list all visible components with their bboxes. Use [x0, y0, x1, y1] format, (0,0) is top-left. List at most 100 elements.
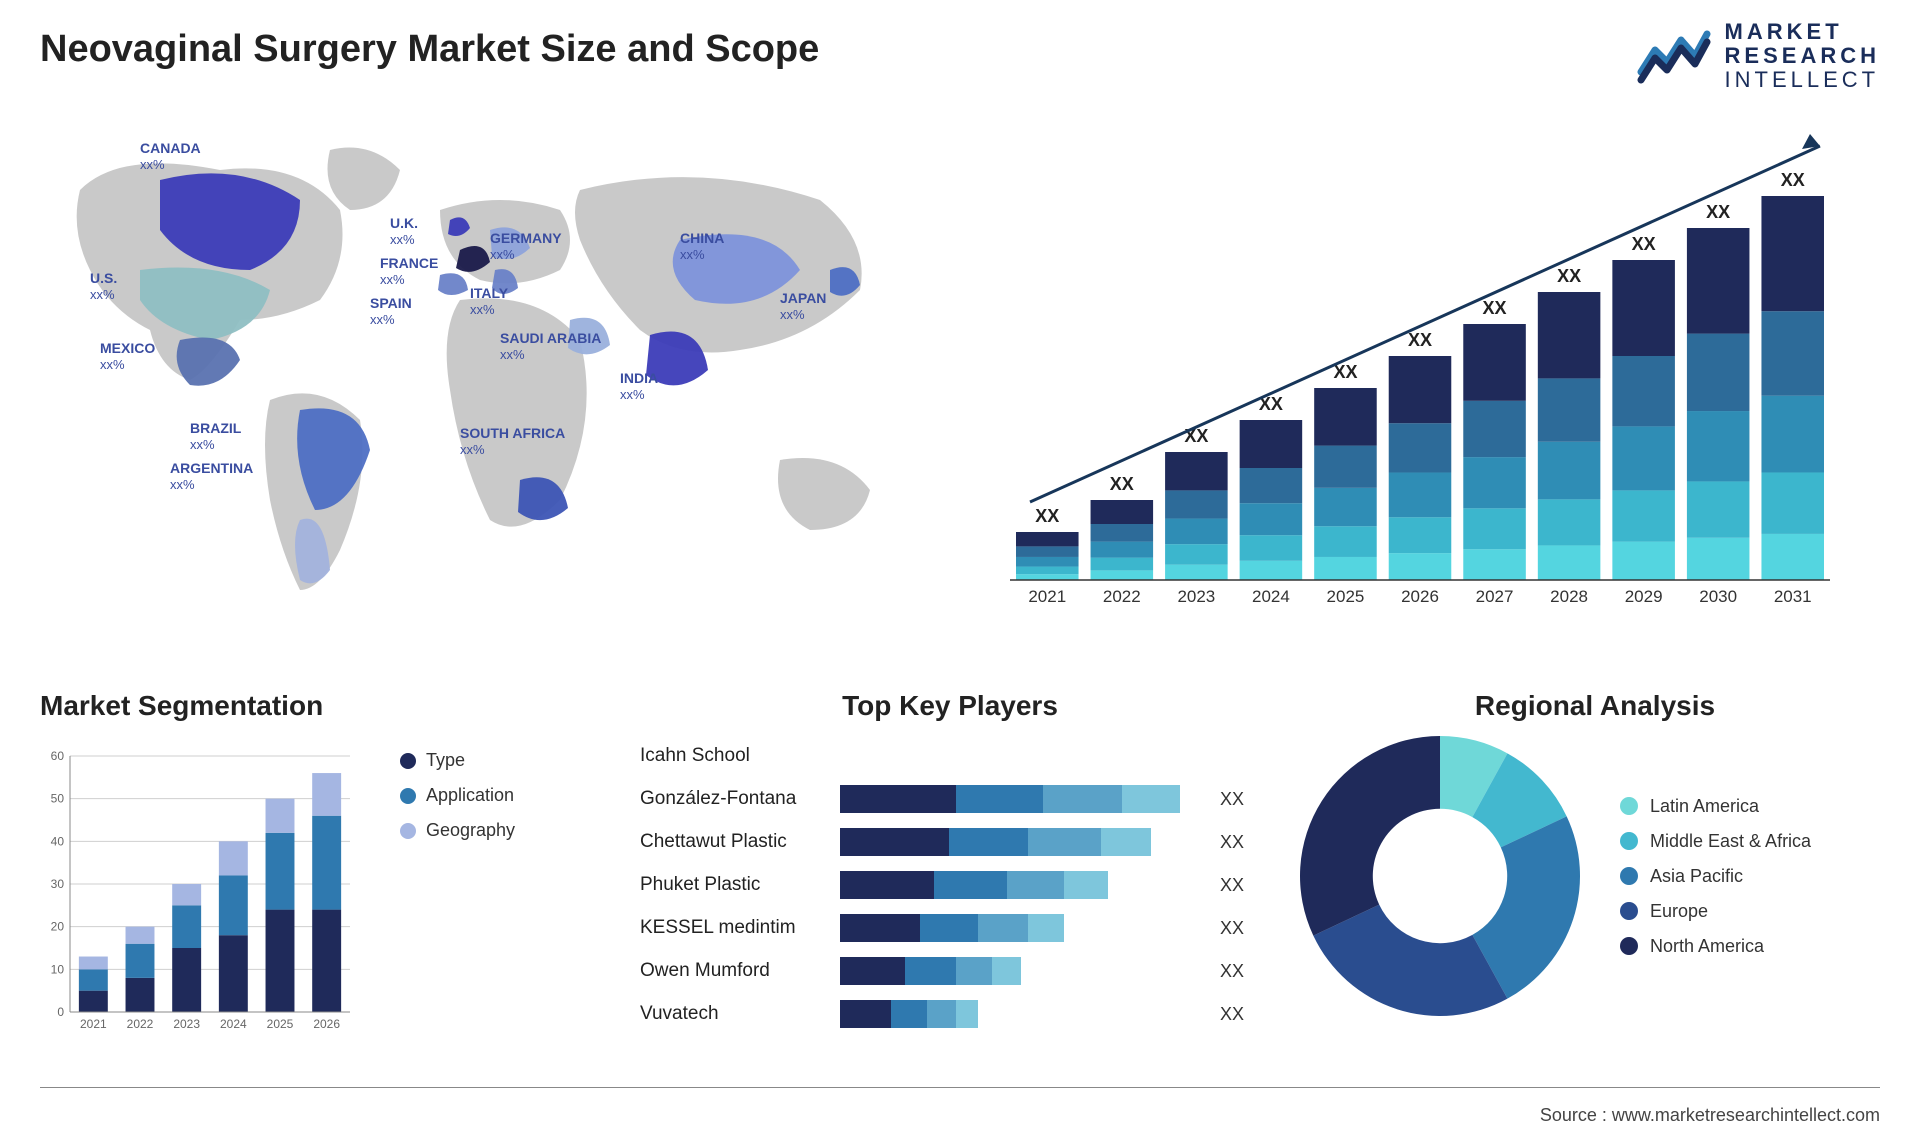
player-bar: [840, 914, 1202, 942]
player-value: XX: [1220, 1004, 1260, 1025]
player-bar-seg: [1028, 828, 1100, 856]
legend-label: North America: [1650, 936, 1764, 957]
svg-text:60: 60: [51, 749, 65, 763]
player-row: Icahn School: [640, 736, 1260, 776]
player-bar: [840, 957, 1202, 985]
map-label-japan: JAPANxx%: [780, 290, 826, 323]
player-bar-seg: [840, 871, 934, 899]
legend-label: Middle East & Africa: [1650, 831, 1811, 852]
map-label-mexico: MEXICOxx%: [100, 340, 155, 373]
legend-dot: [1620, 832, 1638, 850]
legend-label: Application: [426, 785, 514, 806]
player-bar-seg: [840, 828, 949, 856]
growth-bar-chart: 2021XX2022XX2023XX2024XX2025XX2026XX2027…: [990, 130, 1850, 620]
legend-label: Type: [426, 750, 465, 771]
map-label-india: INDIAxx%: [620, 370, 658, 403]
player-label: Vuvatech: [640, 1003, 830, 1025]
seg-legend-item: Type: [400, 750, 515, 771]
segmentation-title: Market Segmentation: [40, 690, 600, 722]
regional-title: Regional Analysis: [1300, 690, 1890, 722]
logo-icon: [1637, 28, 1711, 84]
svg-text:40: 40: [51, 834, 65, 848]
segmentation-legend: Type Application Geography: [400, 736, 515, 1036]
player-row: González-FontanaXX: [640, 779, 1260, 819]
player-bar-seg: [1101, 828, 1152, 856]
svg-text:50: 50: [51, 792, 65, 806]
country-name: ITALY: [470, 285, 508, 301]
svg-text:2022: 2022: [127, 1017, 154, 1031]
regional-analysis-section: Regional Analysis Latin America Middle Ea…: [1300, 690, 1890, 1016]
svg-text:XX: XX: [1035, 506, 1059, 526]
svg-text:2024: 2024: [220, 1017, 247, 1031]
country-name: SPAIN: [370, 295, 412, 311]
svg-text:2022: 2022: [1103, 587, 1141, 606]
country-pct: xx%: [680, 247, 705, 262]
player-label: Chettawut Plastic: [640, 831, 830, 853]
country-pct: xx%: [100, 357, 125, 372]
country-pct: xx%: [170, 477, 195, 492]
player-value: XX: [1220, 875, 1260, 896]
country-name: GERMANY: [490, 230, 562, 246]
regional-legend-item: Asia Pacific: [1620, 866, 1811, 887]
seg-legend-item: Geography: [400, 820, 515, 841]
regional-legend-item: Europe: [1620, 901, 1811, 922]
legend-dot: [400, 753, 416, 769]
map-label-argentina: ARGENTINAxx%: [170, 460, 253, 493]
legend-dot: [400, 823, 416, 839]
legend-dot: [1620, 902, 1638, 920]
player-bar-seg: [956, 785, 1043, 813]
svg-text:2026: 2026: [1401, 587, 1439, 606]
player-bar-seg: [934, 871, 1006, 899]
svg-text:XX: XX: [1632, 234, 1656, 254]
world-map: CANADAxx%U.S.xx%MEXICOxx%BRAZILxx%ARGENT…: [40, 120, 920, 620]
regional-legend-item: Latin America: [1620, 796, 1811, 817]
svg-text:XX: XX: [1706, 202, 1730, 222]
country-pct: xx%: [470, 302, 495, 317]
svg-text:2025: 2025: [267, 1017, 294, 1031]
player-bar: [840, 1000, 1202, 1028]
player-bar-seg: [992, 957, 1021, 985]
country-pct: xx%: [500, 347, 525, 362]
map-label-italy: ITALYxx%: [470, 285, 508, 318]
player-bar-seg: [840, 785, 956, 813]
legend-label: Latin America: [1650, 796, 1759, 817]
player-bar-seg: [1043, 785, 1123, 813]
player-bar-seg: [1028, 914, 1064, 942]
svg-text:2027: 2027: [1476, 587, 1514, 606]
svg-text:2028: 2028: [1550, 587, 1588, 606]
country-name: ARGENTINA: [170, 460, 253, 476]
country-pct: xx%: [370, 312, 395, 327]
svg-text:2025: 2025: [1327, 587, 1365, 606]
player-bar-seg: [920, 914, 978, 942]
player-bar-seg: [840, 914, 920, 942]
country-pct: xx%: [490, 247, 515, 262]
country-pct: xx%: [140, 157, 165, 172]
country-name: U.K.: [390, 215, 418, 231]
regional-legend: Latin America Middle East & Africa Asia Pa…: [1620, 782, 1811, 971]
country-name: INDIA: [620, 370, 658, 386]
svg-text:2021: 2021: [1028, 587, 1066, 606]
country-pct: xx%: [380, 272, 405, 287]
country-pct: xx%: [390, 232, 415, 247]
player-label: Owen Mumford: [640, 960, 830, 982]
svg-text:2029: 2029: [1625, 587, 1663, 606]
map-label-brazil: BRAZILxx%: [190, 420, 241, 453]
top-key-players-section: Top Key Players Icahn SchoolGonzález-Fon…: [640, 690, 1260, 1037]
player-bar-seg: [927, 1000, 956, 1028]
map-label-france: FRANCExx%: [380, 255, 438, 288]
legend-label: Europe: [1650, 901, 1708, 922]
map-label-spain: SPAINxx%: [370, 295, 412, 328]
player-bar-seg: [978, 914, 1029, 942]
logo-line-1: MARKET: [1725, 20, 1880, 44]
svg-text:10: 10: [51, 962, 65, 976]
player-bar: [840, 785, 1202, 813]
player-bar-seg: [1064, 871, 1107, 899]
player-bar-seg: [840, 957, 905, 985]
player-bar: [840, 871, 1202, 899]
svg-text:2021: 2021: [80, 1017, 107, 1031]
svg-text:2024: 2024: [1252, 587, 1290, 606]
brand-logo: MARKET RESEARCH INTELLECT: [1637, 20, 1880, 93]
player-bar: [840, 828, 1202, 856]
market-segmentation-section: Market Segmentation 01020304050602021202…: [40, 690, 600, 1036]
player-label: KESSEL medintim: [640, 917, 830, 939]
